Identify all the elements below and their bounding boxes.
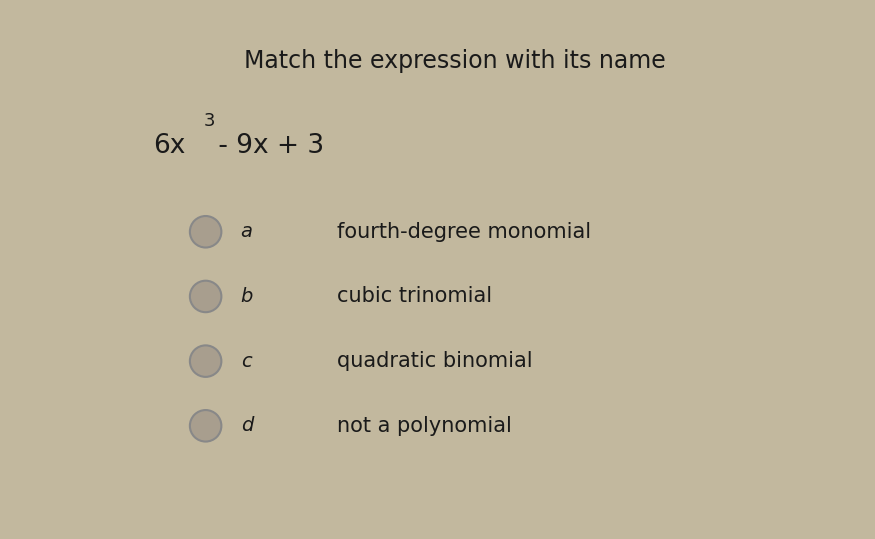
Text: 6x: 6x	[153, 133, 186, 158]
Ellipse shape	[190, 410, 221, 441]
Text: - 9x + 3: - 9x + 3	[210, 133, 324, 158]
Text: b: b	[241, 287, 253, 306]
Text: fourth-degree monomial: fourth-degree monomial	[337, 222, 591, 242]
Text: quadratic binomial: quadratic binomial	[337, 351, 533, 371]
Ellipse shape	[190, 345, 221, 377]
Text: a: a	[241, 222, 253, 241]
Text: Match the expression with its name: Match the expression with its name	[244, 49, 666, 73]
Ellipse shape	[190, 216, 221, 247]
Text: not a polynomial: not a polynomial	[337, 416, 512, 436]
Text: d: d	[241, 416, 253, 436]
Ellipse shape	[190, 281, 221, 312]
Text: cubic trinomial: cubic trinomial	[337, 286, 492, 307]
Text: 3: 3	[204, 112, 215, 130]
Text: c: c	[241, 351, 251, 371]
